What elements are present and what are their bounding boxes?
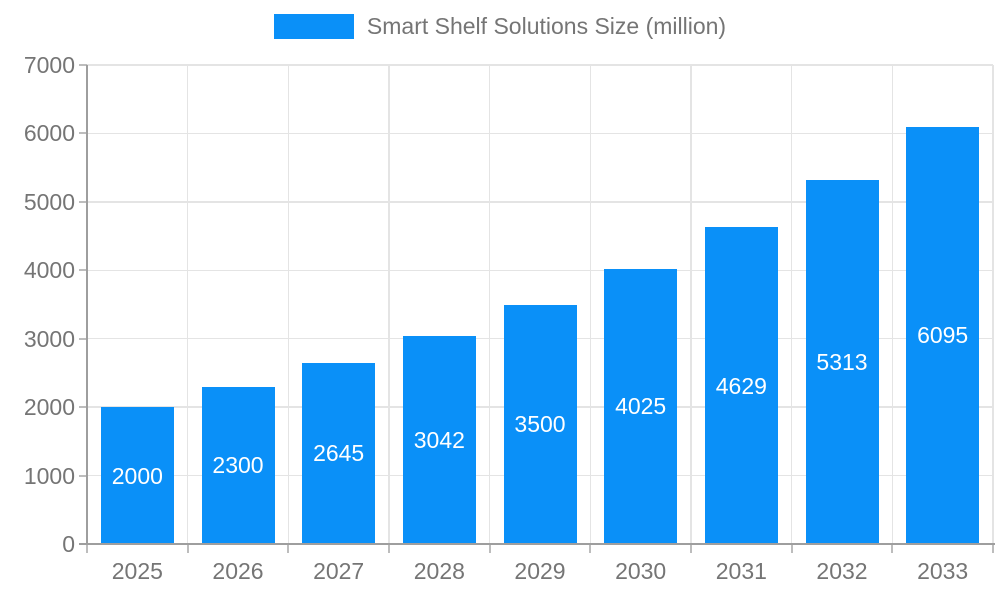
y-axis-tick-label: 6000 [23,120,75,147]
x-axis-tick [992,544,994,553]
legend[interactable]: Smart Shelf Solutions Size (million) [0,14,1000,39]
bar-2026: 2300 [201,386,275,544]
y-axis-line [86,65,88,544]
y-axis-tick-label: 4000 [23,257,75,284]
y-axis-tick [79,406,87,409]
x-gridline [690,65,692,544]
y-axis-tick [79,64,87,66]
x-axis-category-label: 2029 [514,558,566,584]
x-gridline [790,65,793,544]
legend-swatch-icon [273,14,354,39]
y-axis-tick-label: 5000 [23,188,75,215]
x-axis-tick [690,544,692,553]
plot-area: 2000 2300 2645 3042 3500 4025 4629 5313 6095 [79,64,995,553]
y-axis-tick-label: 0 [62,531,75,557]
legend-label: Smart Shelf Solutions Size (million) [366,13,727,39]
bar-2029: 3500 [503,304,577,544]
x-gridline [488,65,491,544]
bar-value-label: 4025 [615,393,667,420]
x-gridline [287,65,290,544]
x-gridline [186,65,189,544]
y-axis-tick [79,200,87,203]
x-gridline [891,65,894,544]
x-axis-tick [790,544,793,553]
x-axis-tick [86,544,88,553]
x-gridline [589,65,592,544]
y-gridline [87,132,993,135]
bar-value-label: 2300 [212,452,264,479]
bar-value-label: 4629 [715,372,767,399]
bar-value-label: 5313 [816,349,868,376]
x-axis-category-label: 2026 [212,558,264,584]
y-axis-tick [79,269,87,272]
x-axis-category-label: 2031 [715,558,767,584]
y-axis-tick-label: 7000 [23,52,75,78]
x-gridline [992,65,994,544]
bar-2025: 2000 [100,407,174,544]
y-axis-tick-label: 3000 [23,325,75,352]
bar-value-label: 3042 [413,426,465,453]
x-axis-tick [891,544,894,553]
bar-2030: 4025 [604,268,678,544]
bar-value-label: 3500 [514,411,566,438]
y-axis-tick [79,543,87,545]
x-axis-tick [186,544,189,553]
y-axis-tick-label: 2000 [23,394,75,421]
bar-2027: 2645 [302,363,376,544]
bar-2033: 6095 [906,126,980,544]
y-axis-tick-label: 1000 [23,462,75,489]
x-axis-tick [287,544,290,553]
x-axis-category-label: 2030 [615,558,667,584]
x-axis-category-label: 2028 [413,558,465,584]
bar-2031: 4629 [704,227,778,544]
bar-2028: 3042 [402,335,476,544]
x-gridline [388,65,390,544]
x-axis-category-label: 2027 [313,558,365,584]
x-axis-category-label: 2025 [111,558,163,584]
y-axis-tick [79,132,87,135]
y-gridline [87,64,993,66]
y-axis-tick [79,474,87,477]
x-axis-category-label: 2033 [917,558,969,584]
bar-2032: 5313 [805,180,879,544]
y-axis-tick [79,337,87,340]
bar-value-label: 6095 [917,322,969,349]
x-axis-tick [388,544,390,553]
x-axis-tick [488,544,491,553]
bar-value-label: 2000 [111,462,163,489]
bar-value-label: 2645 [313,440,365,467]
x-axis-category-label: 2032 [816,558,868,584]
x-axis-tick [589,544,592,553]
